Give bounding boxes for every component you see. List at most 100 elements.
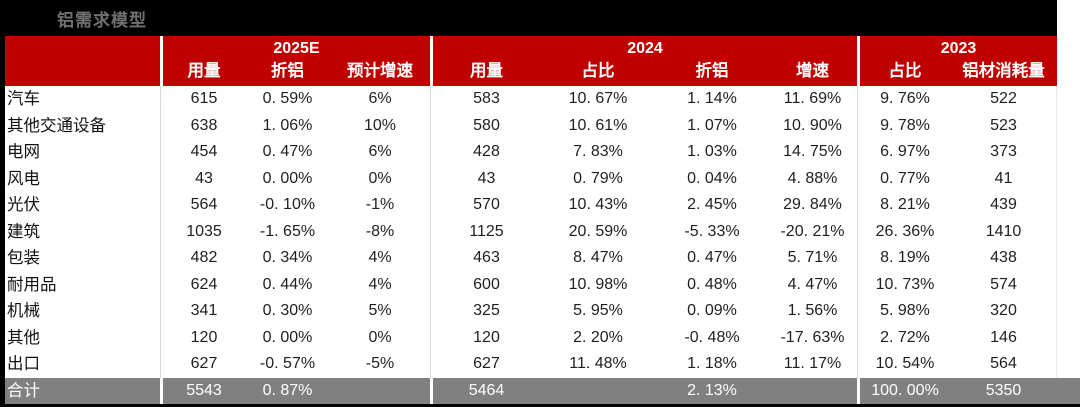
group-divider [430, 86, 434, 113]
cell-2025e-usage: 454 [190, 143, 218, 161]
cell-2025e-forecast-growth: 10% [363, 116, 397, 134]
group-divider [160, 324, 164, 352]
cell-2024-usage: 463 [473, 249, 500, 267]
col-header-2024-zhelv: 折铝 [695, 62, 729, 80]
cell-2024-zhelv: 1. 14% [687, 90, 737, 107]
group-divider [857, 324, 861, 352]
row-label: 建筑 [7, 222, 40, 241]
table-body: 汽车 615 0. 59% 6% 583 10. 67% 1. 14% 11. … [5, 86, 1057, 379]
cell-2025e-zhelv: 0. 00% [262, 328, 313, 346]
group-divider [430, 59, 433, 86]
group-divider [430, 139, 434, 166]
group-divider [160, 86, 164, 113]
cell-2024-share: 8. 47% [573, 249, 623, 267]
cell-2024-zhelv: 0. 48% [687, 275, 737, 293]
cell-2025e-usage: 624 [190, 275, 218, 293]
cell-2024-zhelv: 1. 07% [687, 116, 737, 134]
group-divider [160, 378, 163, 405]
aluminum-demand-table: 2025E 2024 2023 用量 折铝 预计增速 用量 占比 折铝 增速 占… [5, 36, 1080, 405]
cell-2023-consumption: 439 [990, 196, 1017, 214]
table-row: 电网 454 0. 47% 6% 428 7. 83% 1. 03% 14. 7… [5, 139, 1056, 166]
total-cell: 5350 [985, 382, 1022, 400]
year-header-2024: 2024 [627, 40, 663, 57]
cell-2023-consumption: 523 [990, 116, 1017, 134]
cell-2025e-usage: 615 [190, 90, 218, 107]
cell-2024-growth: 5. 71% [787, 249, 838, 267]
cell-2025e-forecast-growth: -5% [365, 355, 395, 373]
cell-2024-usage: 120 [473, 328, 500, 346]
row-label: 电网 [7, 143, 40, 162]
cell-2023-share: 10. 73% [875, 275, 935, 293]
group-divider [857, 298, 861, 325]
header-spacer [5, 36, 160, 61]
group-divider [160, 218, 164, 246]
cell-2023-consumption: 564 [990, 355, 1017, 373]
cell-2025e-zhelv: 0. 44% [262, 275, 313, 293]
table-row: 建筑 1035 -1. 65% -8% 1125 20. 59% -5. 33%… [5, 218, 1056, 246]
group-divider [160, 245, 164, 272]
cell-2025e-forecast-growth: -8% [365, 222, 395, 240]
cell-2024-zhelv: 2. 45% [687, 196, 737, 214]
table-row: 机械 341 0. 30% 5% 325 5. 95% 0. 09% 1. 56… [5, 298, 1056, 325]
cell-2024-growth: 14. 75% [783, 143, 842, 161]
column-header-row: 用量 折铝 预计增速 用量 占比 折铝 增速 占比 铝材消耗量 [5, 59, 1057, 86]
cell-2025e-zhelv: 0. 59% [262, 90, 313, 107]
row-label: 汽车 [7, 90, 40, 108]
table-row: 包装 482 0. 34% 4% 463 8. 47% 0. 47% 5. 71… [5, 245, 1056, 272]
cell-2025e-zhelv: 1. 06% [262, 116, 313, 134]
col-header-2025e-forecast-growth: 预计增速 [347, 62, 413, 80]
col-header-2023-share: 占比 [888, 62, 922, 80]
group-divider [857, 112, 861, 140]
group-divider [430, 378, 433, 405]
cell-2025e-forecast-growth: 0% [368, 328, 392, 346]
cell-2024-growth: 11. 17% [783, 355, 842, 373]
cell-2025e-zhelv: 0. 34% [262, 249, 313, 267]
group-divider [857, 139, 861, 166]
group-divider [430, 245, 434, 272]
cell-2025e-usage: 564 [190, 196, 218, 214]
cell-2024-share: 10. 98% [568, 275, 628, 293]
group-divider [430, 351, 434, 379]
left-border [0, 0, 5, 407]
cell-2024-share: 10. 43% [568, 196, 628, 214]
cell-2025e-forecast-growth: 6% [368, 143, 392, 161]
cell-2024-growth: -17. 63% [780, 328, 845, 346]
figure-title: 铝需求模型 [57, 11, 147, 30]
group-divider [430, 192, 434, 219]
table-header: 2025E 2024 2023 用量 折铝 预计增速 用量 占比 折铝 增速 占… [5, 36, 1057, 86]
group-divider [857, 36, 860, 61]
group-divider [430, 36, 433, 61]
col-header-2024-usage: 用量 [470, 62, 503, 80]
cell-2024-zhelv: -0. 48% [684, 328, 740, 346]
table-row: 耐用品 624 0. 44% 4% 600 10. 98% 0. 48% 4. … [5, 271, 1056, 299]
group-divider [430, 165, 434, 193]
group-divider [857, 59, 860, 86]
group-divider [857, 351, 861, 379]
cell-2023-share: 9. 76% [880, 90, 930, 107]
cell-2024-share: 10. 61% [568, 116, 628, 134]
group-divider [160, 298, 164, 325]
group-divider [160, 192, 164, 219]
cell-2025e-forecast-growth: -1% [365, 196, 395, 214]
total-cell [540, 378, 656, 404]
cell-2024-usage: 627 [473, 355, 500, 373]
col-header-2023-consumption: 铝材消耗量 [962, 62, 1045, 80]
group-divider [160, 112, 164, 140]
total-cell: 5543 [186, 382, 222, 400]
group-divider [857, 378, 860, 405]
title-band: 铝需求模型 [0, 0, 1057, 36]
cell-2025e-forecast-growth: 5% [368, 302, 392, 320]
header-spacer [5, 59, 160, 86]
cell-2025e-usage: 43 [195, 169, 213, 187]
row-label: 其他交通设备 [7, 116, 106, 135]
cell-2024-usage: 570 [473, 196, 500, 214]
total-cell [330, 378, 430, 404]
cell-2025e-zhelv: -1. 65% [259, 222, 316, 240]
total-row-filler [1057, 378, 1080, 405]
cell-2025e-usage: 1035 [186, 222, 222, 240]
cell-2024-usage: 580 [473, 116, 500, 134]
cell-2025e-zhelv: -0. 10% [259, 196, 316, 214]
group-divider [160, 36, 163, 61]
cell-2023-consumption: 1410 [985, 222, 1022, 240]
cell-2024-growth: 11. 69% [783, 90, 842, 107]
